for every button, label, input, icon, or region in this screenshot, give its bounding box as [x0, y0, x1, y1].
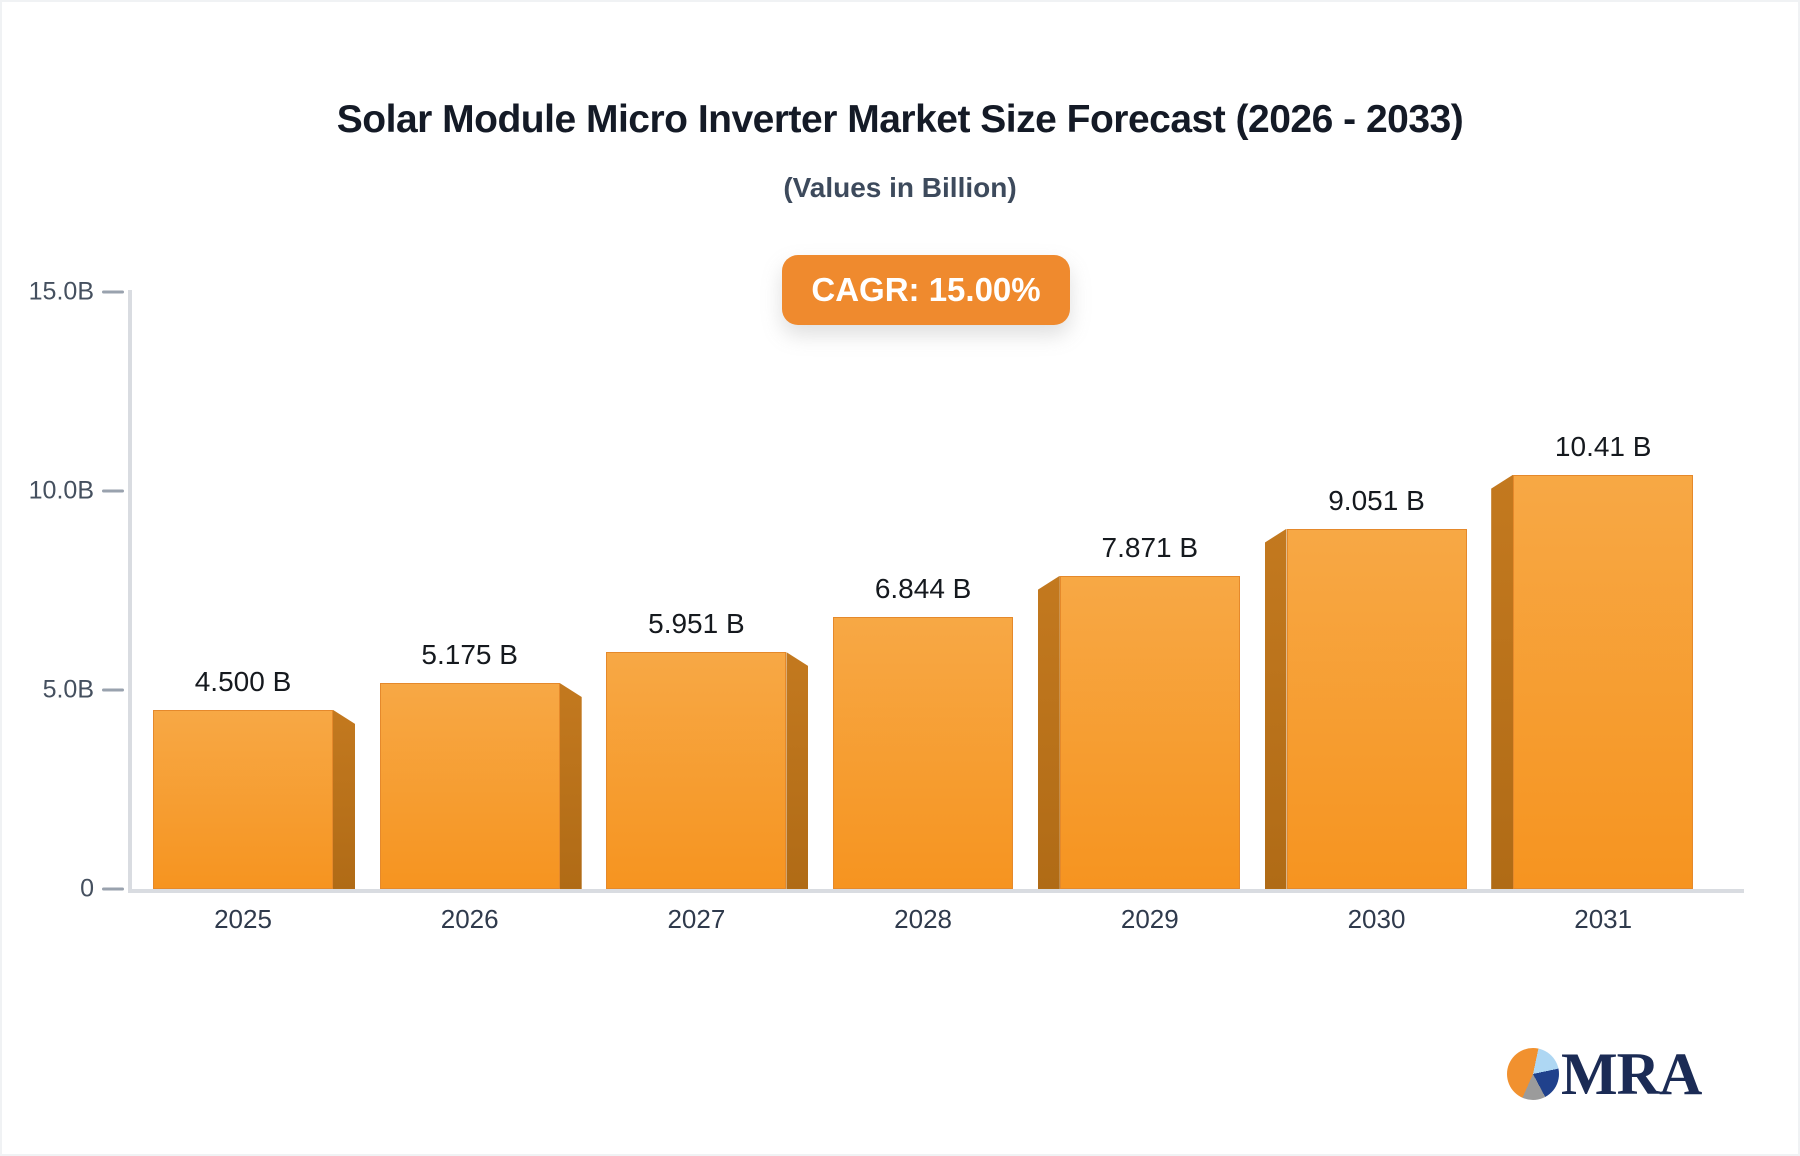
mra-logo: MRA [1507, 1041, 1702, 1107]
bar-2031 [1513, 474, 1694, 889]
bar-3d-side [1491, 474, 1514, 889]
x-axis-label: 2027 [667, 904, 726, 934]
bar-3d-side [333, 709, 355, 889]
x-axis-label: 2031 [1574, 904, 1633, 934]
bar-value-label: 10.41 B [1554, 430, 1652, 462]
bar-3d-side [559, 683, 582, 889]
bar-2027 [606, 652, 787, 889]
bar-value-label: 5.175 B [421, 639, 518, 671]
y-tick-label: 5.0B [42, 675, 94, 704]
bar-2028 [833, 616, 1014, 889]
bar-2026 [379, 683, 560, 889]
bar-value-label: 7.871 B [1101, 531, 1199, 563]
x-axis-label: 2026 [440, 904, 499, 934]
chart-title: Solar Module Micro Inverter Market Size … [336, 98, 1464, 141]
y-tick-label: 15.0B [28, 277, 94, 306]
bar-3d-side [1264, 528, 1287, 889]
bar-2029 [1059, 575, 1240, 889]
bar-value-label: 5.951 B [648, 608, 745, 640]
chart-subtitle: (Values in Billion) [783, 172, 1017, 203]
y-tick-mark [102, 290, 124, 294]
x-axis-label: 2030 [1347, 904, 1406, 934]
y-tick-mark [102, 489, 124, 493]
y-tick-mark [102, 887, 124, 891]
bar-value-label: 4.500 B [194, 665, 292, 697]
y-tick-mark [102, 688, 124, 692]
bar-value-label: 6.844 B [874, 572, 972, 604]
bar-value-label: 9.051 B [1328, 484, 1425, 516]
pie-chart-logo-icon [1507, 1048, 1559, 1100]
cagr-badge: CAGR: 15.00% [782, 255, 1070, 325]
y-tick-label: 0 [80, 874, 94, 903]
x-axis-line [128, 889, 1744, 893]
y-tick-label: 10.0B [28, 476, 94, 505]
bar-2025 [153, 709, 333, 889]
x-axis-label: 2029 [1120, 904, 1179, 934]
x-axis-label: 2028 [894, 904, 953, 934]
bar-3d-side [1037, 575, 1060, 889]
x-axis-label: 2025 [214, 904, 272, 934]
y-axis-line [128, 290, 132, 891]
mra-logo-text: MRA [1561, 1041, 1702, 1107]
bar-3d-side [786, 652, 809, 889]
bar-2030 [1286, 528, 1467, 889]
